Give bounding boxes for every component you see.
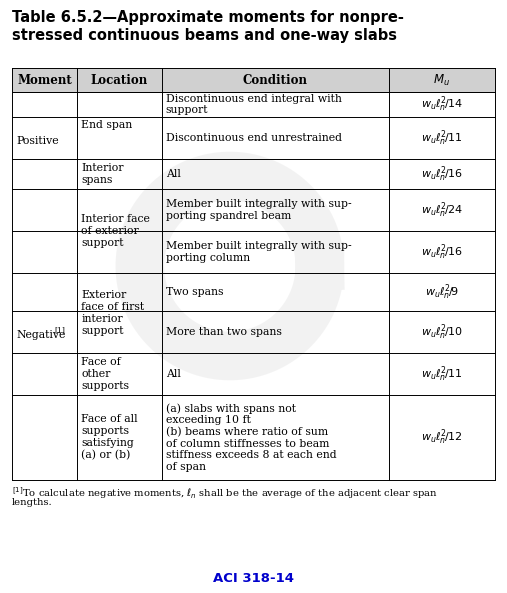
Text: $w_u\ell_n^2\!/9$: $w_u\ell_n^2\!/9$ [425, 282, 459, 302]
Text: Exterior
face of first
interior
support: Exterior face of first interior support [81, 290, 144, 336]
Text: Discontinuous end integral with
support: Discontinuous end integral with support [166, 94, 342, 115]
Text: [1]: [1] [54, 327, 65, 334]
Text: All: All [166, 369, 180, 379]
Text: All: All [166, 169, 180, 179]
Text: $w_u\ell_n^2\!/11$: $w_u\ell_n^2\!/11$ [421, 364, 463, 384]
Bar [12, 68, 495, 92]
Text: $w_u\ell_n^2\!/16$: $w_u\ell_n^2\!/16$ [421, 164, 463, 184]
Text: Two spans: Two spans [166, 287, 223, 297]
Text: $w_u\ell_n^2\!/24$: $w_u\ell_n^2\!/24$ [421, 200, 463, 220]
Text: Interior
spans: Interior spans [81, 163, 124, 185]
Text: $w_u\ell_n^2\!/16$: $w_u\ell_n^2\!/16$ [421, 242, 463, 262]
Text: Location: Location [91, 74, 148, 87]
Text: Condition: Condition [243, 74, 308, 87]
Text: stressed continuous beams and one-way slabs: stressed continuous beams and one-way sl… [12, 28, 397, 43]
Text: Face of
other
supports: Face of other supports [81, 357, 129, 391]
Text: (a) slabs with spans not
exceeding 10 ft
(b) beams where ratio of sum
of column : (a) slabs with spans not exceeding 10 ft… [166, 403, 336, 472]
Text: Discontinuous end unrestrained: Discontinuous end unrestrained [166, 133, 342, 143]
Text: ACI 318-14: ACI 318-14 [213, 572, 294, 585]
Text: Negative: Negative [16, 330, 65, 340]
Text: $^{[1]}$To calculate negative moments, $\ell_n$ shall be the average of the adja: $^{[1]}$To calculate negative moments, $… [12, 485, 438, 501]
Text: Member built integrally with sup-
porting column: Member built integrally with sup- portin… [166, 241, 351, 263]
Text: Moment: Moment [17, 74, 72, 87]
Text: Face of all
supports
satisfying
(a) or (b): Face of all supports satisfying (a) or (… [81, 415, 138, 461]
Text: lengths.: lengths. [12, 498, 53, 507]
Text: Positive: Positive [16, 135, 59, 145]
Text: $w_u\ell_n^2\!/14$: $w_u\ell_n^2\!/14$ [421, 95, 463, 114]
Text: $w_u\ell_n^2\!/12$: $w_u\ell_n^2\!/12$ [421, 428, 463, 447]
Text: Table 6.5.2—Approximate moments for nonpre-: Table 6.5.2—Approximate moments for nonp… [12, 10, 404, 25]
Text: $w_u\ell_n^2\!/10$: $w_u\ell_n^2\!/10$ [421, 322, 463, 342]
Text: $w_u\ell_n^2\!/11$: $w_u\ell_n^2\!/11$ [421, 128, 463, 148]
Text: Member built integrally with sup-
porting spandrel beam: Member built integrally with sup- portin… [166, 199, 351, 221]
Text: $M_u$: $M_u$ [433, 72, 450, 88]
Text: End span: End span [81, 120, 132, 130]
Text: More than two spans: More than two spans [166, 327, 281, 337]
Text: Interior face
of exterior
support: Interior face of exterior support [81, 214, 150, 248]
